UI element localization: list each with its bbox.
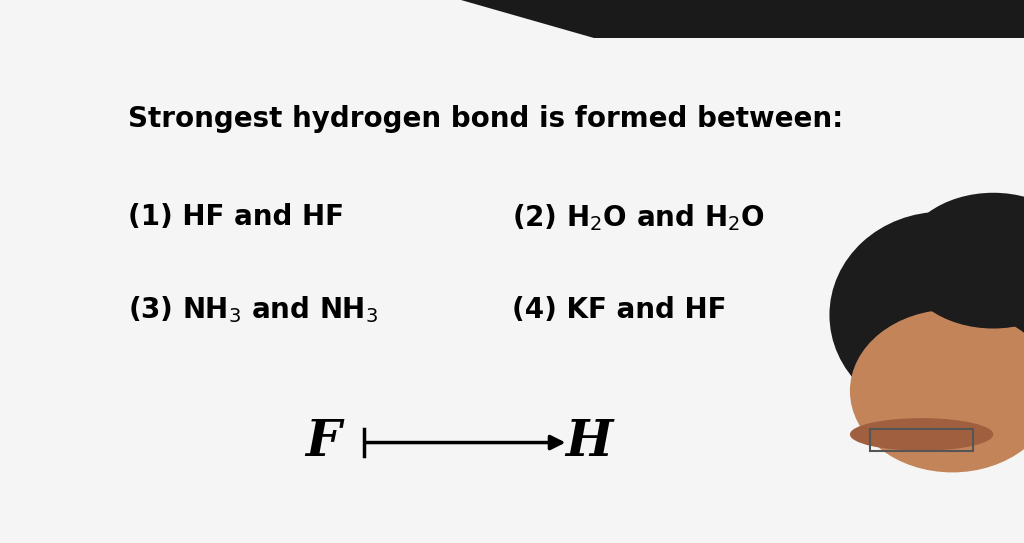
- Ellipse shape: [829, 212, 1024, 418]
- Ellipse shape: [850, 310, 1024, 472]
- Text: (3) NH$_3$ and NH$_3$: (3) NH$_3$ and NH$_3$: [128, 294, 378, 325]
- Bar: [870, 429, 973, 451]
- Polygon shape: [461, 0, 1024, 38]
- Text: Strongest hydrogen bond is formed between:: Strongest hydrogen bond is formed betwee…: [128, 105, 843, 134]
- Text: H: H: [565, 418, 612, 467]
- Text: F: F: [305, 418, 340, 467]
- Text: (1) HF and HF: (1) HF and HF: [128, 203, 344, 231]
- Text: (2) H$_2$O and H$_2$O: (2) H$_2$O and H$_2$O: [512, 202, 765, 232]
- Text: (4) KF and HF: (4) KF and HF: [512, 295, 726, 324]
- Ellipse shape: [901, 193, 1024, 329]
- Ellipse shape: [850, 418, 993, 451]
